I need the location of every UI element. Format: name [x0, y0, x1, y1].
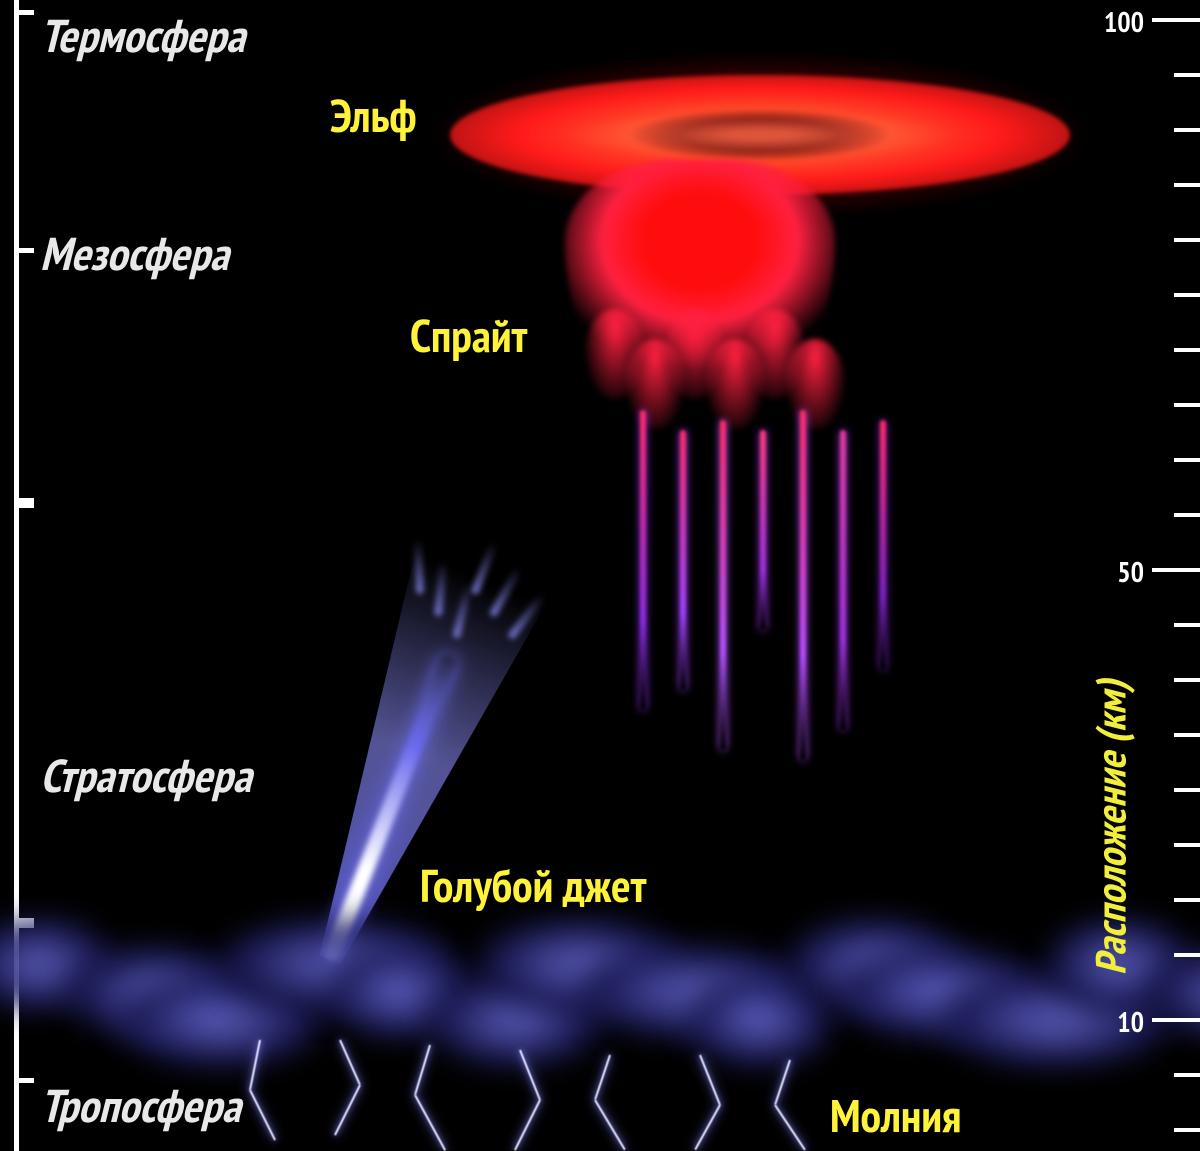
- blue-jet-spray: [414, 539, 424, 594]
- ruler-minor-tick: [1174, 623, 1200, 627]
- ruler-minor-tick: [1174, 678, 1200, 682]
- left-rule-tick: [14, 1078, 34, 1083]
- lightning-bolt: [694, 1105, 721, 1151]
- ruler-minor-tick: [1174, 458, 1200, 462]
- altitude-axis-label: Расположение (км): [1083, 628, 1138, 1028]
- lightning-bolt: [699, 1055, 721, 1106]
- ruler-minor-tick: [1174, 843, 1200, 847]
- lightning-bolt: [414, 1095, 446, 1151]
- atmosphere-layer-label: Мезосфера: [40, 223, 229, 283]
- lightning-bolt: [249, 1090, 276, 1141]
- phenomenon-label: Молния: [830, 1085, 961, 1145]
- ruler-minor-tick: [1174, 128, 1200, 132]
- atmosphere-layer-label: Стратосфера: [40, 745, 251, 805]
- ruler-minor-tick: [1174, 1128, 1200, 1132]
- sprite-tendril: [880, 420, 886, 670]
- ruler-minor-tick: [1174, 788, 1200, 792]
- lightning-bolt: [594, 1055, 611, 1101]
- lightning-bolt: [774, 1104, 806, 1150]
- ruler-major-tick: [1152, 568, 1200, 572]
- lightning-bolt: [334, 1085, 361, 1136]
- ruler-minor-tick: [1174, 733, 1200, 737]
- ruler-minor-tick: [1174, 513, 1200, 517]
- lightning-bolt: [339, 1040, 361, 1086]
- sprite-tendril: [840, 430, 846, 730]
- sprite-tendril: [720, 420, 726, 750]
- phenomenon-label: Голубой джет: [420, 855, 647, 915]
- sprite-blob: [785, 339, 845, 429]
- ruler-tick-number: 50: [1117, 553, 1144, 590]
- sprite-tendril: [760, 430, 766, 630]
- left-rule-tick: [14, 503, 34, 508]
- ruler-minor-tick: [1174, 73, 1200, 77]
- lightning-bolt: [594, 1099, 626, 1150]
- ruler-major-tick: [1152, 18, 1200, 22]
- ruler-tick-number: 100: [1104, 3, 1144, 40]
- lightning-bolt: [414, 1045, 431, 1096]
- ruler-minor-tick: [1174, 293, 1200, 297]
- ruler-minor-tick: [1174, 348, 1200, 352]
- atmosphere-layer-label: Тропосфера: [40, 1075, 241, 1135]
- ruler-minor-tick: [1174, 898, 1200, 902]
- ruler-minor-tick: [1174, 183, 1200, 187]
- ruler-minor-tick: [1174, 1073, 1200, 1077]
- ruler-minor-tick: [1174, 403, 1200, 407]
- sprite-tendril: [800, 410, 806, 760]
- sprite-tendril: [640, 410, 646, 710]
- left-rule-tick: [14, 248, 34, 253]
- ruler-minor-tick: [1174, 238, 1200, 242]
- ruler-major-tick: [1152, 1018, 1200, 1022]
- phenomenon-label: Эльф: [330, 85, 416, 145]
- elve-rim: [528, 105, 993, 165]
- ruler-minor-tick: [1174, 953, 1200, 957]
- atmosphere-layer-label: Термосфера: [40, 5, 245, 65]
- phenomenon-label: Спрайт: [410, 305, 527, 365]
- lightning-bolt: [514, 1100, 541, 1151]
- left-rule-tick: [14, 10, 34, 15]
- sprite-tendril: [680, 430, 686, 690]
